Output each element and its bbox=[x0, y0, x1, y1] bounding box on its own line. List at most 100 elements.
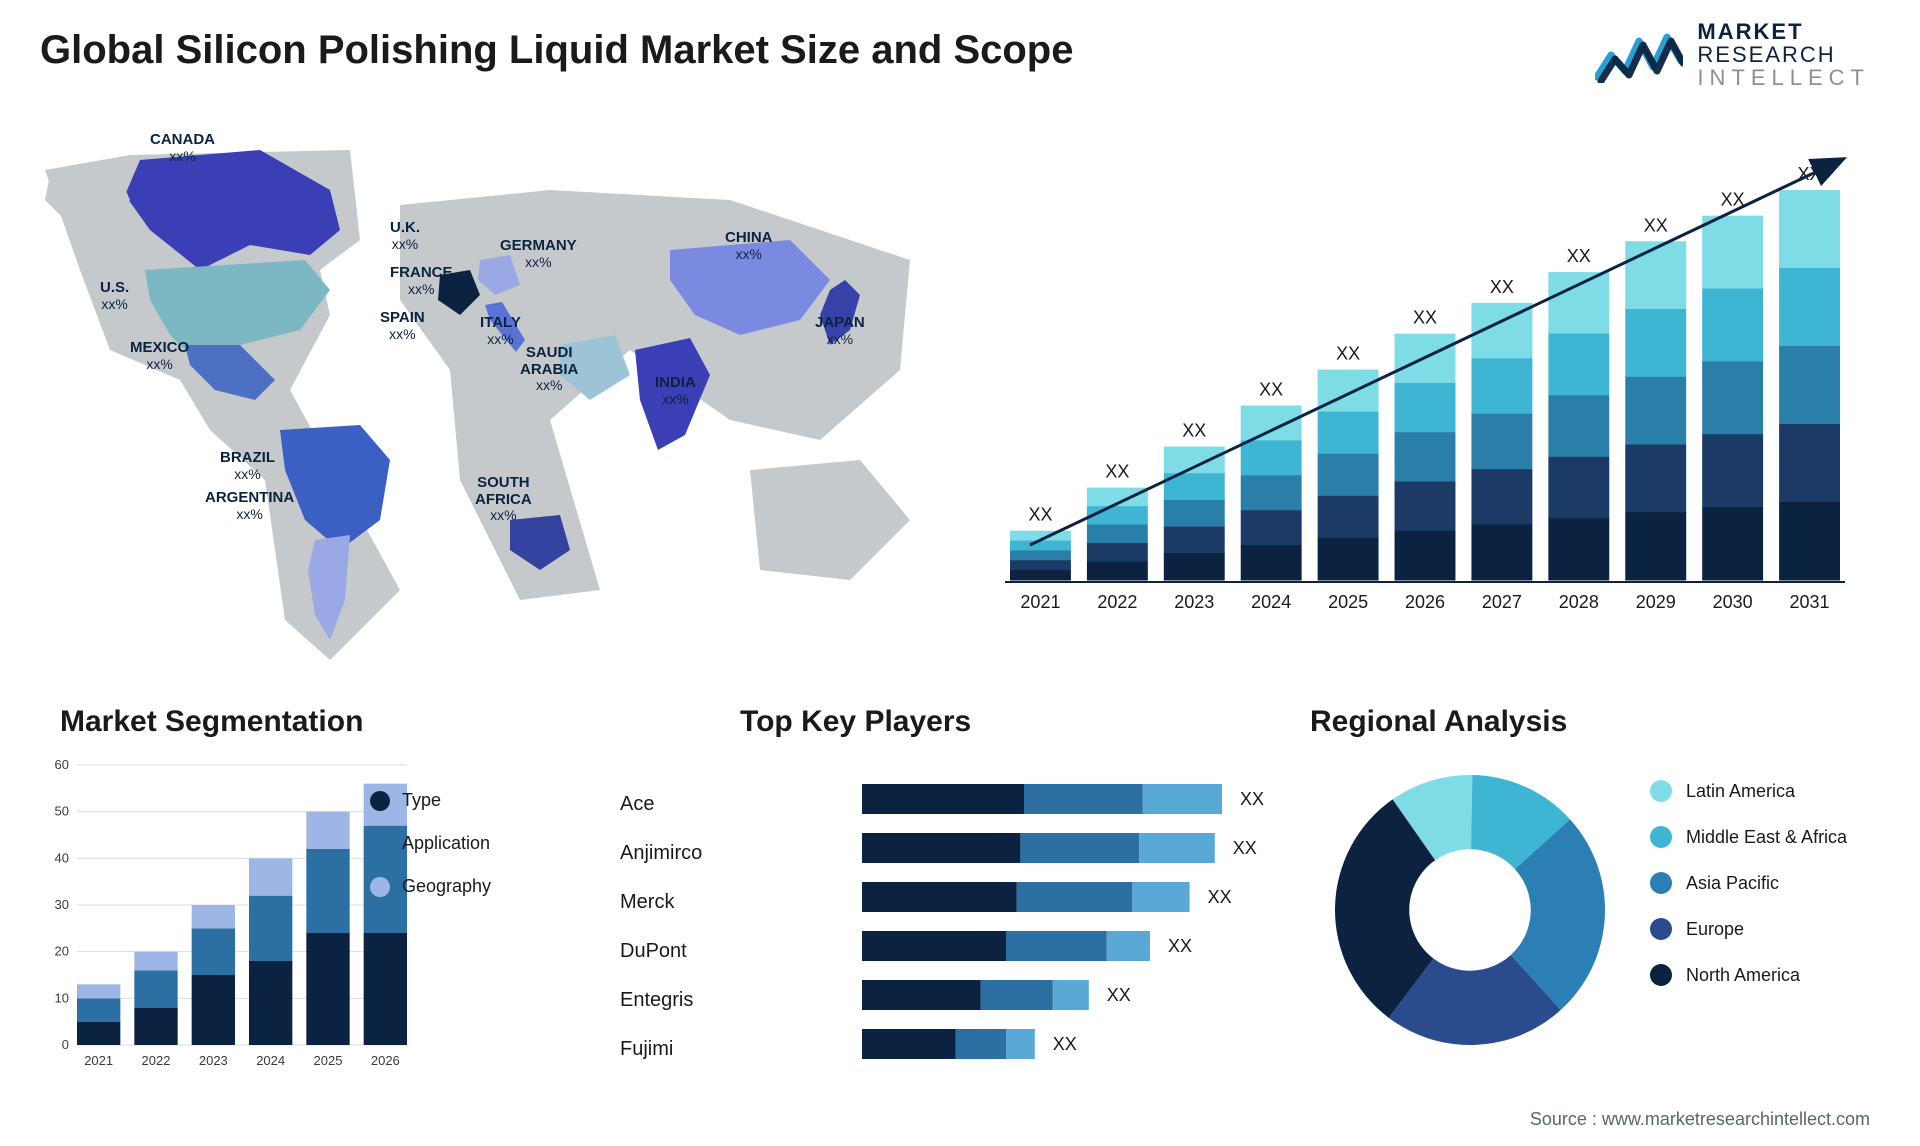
growth-year-label: 2024 bbox=[1251, 592, 1291, 612]
kp-label: DuPont bbox=[620, 927, 780, 976]
growth-bar-seg bbox=[1318, 412, 1379, 455]
growth-bar-seg bbox=[1241, 440, 1302, 475]
section-title-keyplayers: Top Key Players bbox=[740, 705, 971, 739]
growth-chart: XX2021XX2022XX2023XX2024XX2025XX2026XX20… bbox=[990, 150, 1860, 660]
kp-label: Fujimi bbox=[620, 1025, 780, 1074]
growth-bar-seg bbox=[1548, 518, 1609, 580]
growth-bar-seg bbox=[1087, 543, 1148, 562]
growth-top-label: XX bbox=[1413, 308, 1437, 328]
seg-bar-seg bbox=[192, 928, 235, 975]
kp-bar-seg bbox=[862, 980, 981, 1010]
kp-bar-seg bbox=[1017, 882, 1132, 912]
growth-bar-seg bbox=[1241, 545, 1302, 580]
legend-swatch bbox=[1650, 918, 1672, 940]
growth-bar-seg bbox=[1318, 370, 1379, 413]
kp-bar-seg bbox=[1053, 980, 1089, 1010]
growth-year-label: 2029 bbox=[1636, 592, 1676, 612]
kp-value: XX bbox=[1240, 789, 1264, 810]
legend-label: Latin America bbox=[1686, 781, 1795, 802]
kp-bar-seg bbox=[1024, 784, 1143, 814]
kp-value: XX bbox=[1168, 936, 1192, 957]
growth-bar-seg bbox=[1702, 216, 1763, 289]
growth-bar-seg bbox=[1548, 272, 1609, 334]
growth-bar-seg bbox=[1395, 432, 1456, 482]
map-label-south-africa: SOUTHAFRICAxx% bbox=[475, 475, 532, 523]
growth-year-label: 2026 bbox=[1405, 592, 1445, 612]
growth-top-label: XX bbox=[1490, 277, 1514, 297]
growth-bar-seg bbox=[1548, 334, 1609, 396]
seg-year-label: 2024 bbox=[256, 1053, 285, 1068]
growth-top-label: XX bbox=[1259, 380, 1283, 400]
legend-swatch bbox=[370, 834, 390, 854]
seg-bar-seg bbox=[249, 896, 292, 961]
regional-legend: Latin AmericaMiddle East & AfricaAsia Pa… bbox=[1650, 780, 1847, 1010]
key-players-labels: AceAnjimircoMerckDuPontEntegrisFujimi bbox=[620, 780, 780, 1074]
growth-bar-seg bbox=[1010, 560, 1071, 570]
growth-bar-seg bbox=[1779, 190, 1840, 269]
kp-value: XX bbox=[1233, 838, 1257, 859]
map-label-spain: SPAINxx% bbox=[380, 310, 425, 342]
seg-bar-seg bbox=[306, 812, 349, 849]
seg-ytick: 0 bbox=[62, 1037, 69, 1052]
growth-bar-seg bbox=[1548, 395, 1609, 457]
seg-bar-seg bbox=[134, 952, 177, 971]
section-title-segmentation: Market Segmentation bbox=[60, 705, 363, 739]
growth-bar-seg bbox=[1395, 531, 1456, 581]
regional-donut bbox=[1320, 760, 1620, 1060]
kp-bar-seg bbox=[862, 1029, 956, 1059]
seg-legend-item: Type bbox=[370, 790, 491, 811]
kp-bar-seg bbox=[862, 931, 1006, 961]
seg-ytick: 50 bbox=[55, 804, 69, 819]
growth-year-label: 2030 bbox=[1713, 592, 1753, 612]
brand-line1: MARKET bbox=[1697, 20, 1870, 43]
growth-year-label: 2022 bbox=[1097, 592, 1137, 612]
donut-legend-item: Latin America bbox=[1650, 780, 1847, 802]
growth-bar-seg bbox=[1241, 510, 1302, 545]
growth-top-label: XX bbox=[1182, 421, 1206, 441]
growth-top-label: XX bbox=[1336, 344, 1360, 364]
kp-label: Ace bbox=[620, 780, 780, 829]
growth-year-label: 2028 bbox=[1559, 592, 1599, 612]
growth-bar-seg bbox=[1087, 525, 1148, 544]
seg-bar-seg bbox=[134, 970, 177, 1007]
growth-bar-seg bbox=[1241, 406, 1302, 441]
section-title-regional: Regional Analysis bbox=[1310, 705, 1567, 739]
brand-logo-mark bbox=[1595, 27, 1683, 83]
growth-bar-seg bbox=[1625, 309, 1686, 377]
seg-ytick: 40 bbox=[55, 850, 69, 865]
seg-year-label: 2023 bbox=[199, 1053, 228, 1068]
growth-bar-seg bbox=[1164, 527, 1225, 554]
legend-label: Geography bbox=[402, 876, 491, 897]
map-label-brazil: BRAZILxx% bbox=[220, 450, 275, 482]
growth-bar-seg bbox=[1087, 562, 1148, 581]
map-label-argentina: ARGENTINAxx% bbox=[205, 490, 294, 522]
growth-bar-seg bbox=[1625, 512, 1686, 580]
map-label-canada: CANADAxx% bbox=[150, 132, 215, 164]
growth-bar-seg bbox=[1471, 525, 1532, 581]
seg-bar-seg bbox=[134, 1008, 177, 1045]
growth-bar-seg bbox=[1625, 377, 1686, 445]
donut-legend-item: North America bbox=[1650, 964, 1847, 986]
seg-ytick: 60 bbox=[55, 757, 69, 772]
kp-bar-seg bbox=[1006, 931, 1107, 961]
brand-line2: RESEARCH bbox=[1697, 43, 1870, 66]
growth-bar-seg bbox=[1548, 457, 1609, 519]
kp-bar-seg bbox=[862, 833, 1020, 863]
growth-bar-seg bbox=[1702, 507, 1763, 580]
growth-bar-seg bbox=[1702, 361, 1763, 434]
growth-bar-seg bbox=[1164, 500, 1225, 527]
source-note: Source : www.marketresearchintellect.com bbox=[1530, 1109, 1870, 1130]
growth-bar-seg bbox=[1395, 383, 1456, 433]
kp-bar-seg bbox=[862, 784, 1024, 814]
kp-value: XX bbox=[1208, 887, 1232, 908]
seg-bar-seg bbox=[306, 849, 349, 933]
legend-label: Asia Pacific bbox=[1686, 873, 1779, 894]
seg-bar-seg bbox=[249, 961, 292, 1045]
kp-value: XX bbox=[1107, 985, 1131, 1006]
growth-bar-seg bbox=[1702, 434, 1763, 507]
seg-ytick: 30 bbox=[55, 897, 69, 912]
seg-year-label: 2021 bbox=[84, 1053, 113, 1068]
legend-label: Application bbox=[402, 833, 490, 854]
growth-bar-seg bbox=[1625, 445, 1686, 513]
seg-bar-seg bbox=[192, 975, 235, 1045]
